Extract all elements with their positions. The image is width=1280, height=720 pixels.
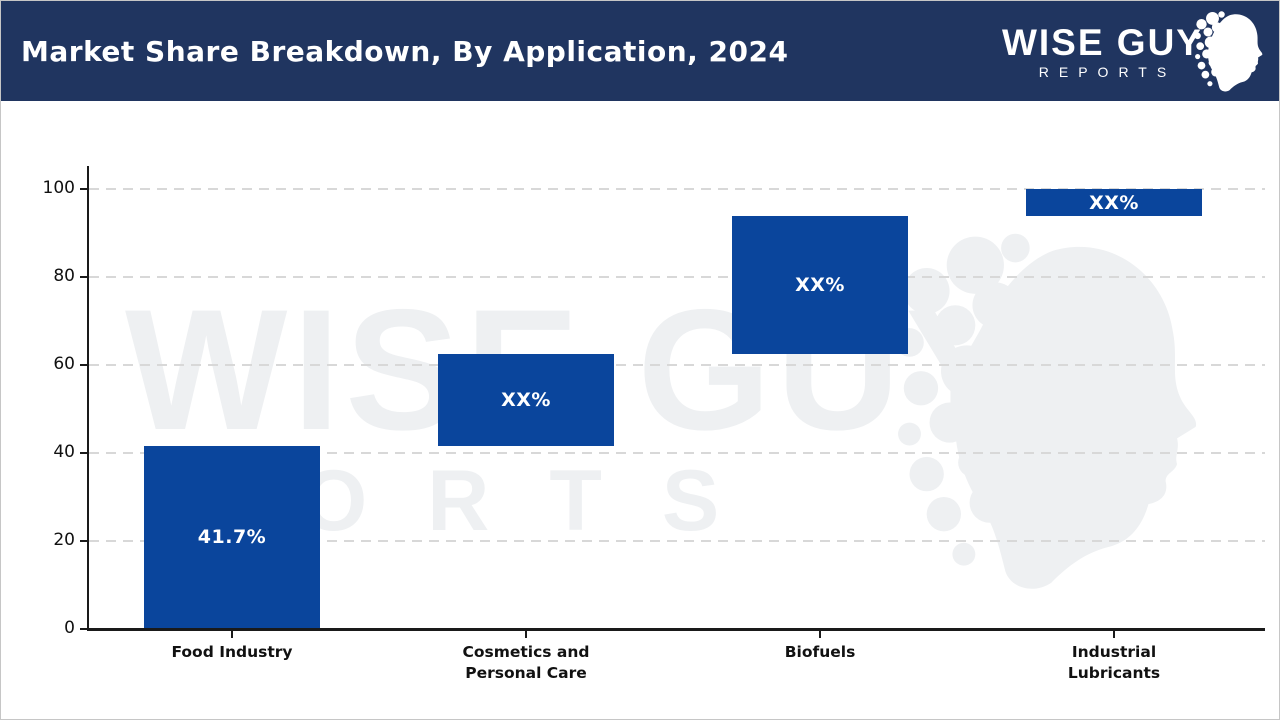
chart-title: Market Share Breakdown, By Application, … (21, 34, 789, 68)
x-axis-line (87, 628, 1265, 631)
y-tick-label: 0 (64, 618, 75, 638)
y-grid-line (89, 188, 1265, 190)
y-tick-label: 100 (42, 178, 75, 198)
y-tick-label: 40 (53, 442, 75, 462)
y-tick-mark (80, 452, 88, 454)
y-axis-line (87, 166, 89, 631)
bar-segment: 41.7% (144, 445, 320, 629)
y-tick-label: 80 (53, 266, 75, 286)
bar-value-label: XX% (795, 274, 845, 297)
bar-value-label: 41.7% (197, 526, 267, 549)
y-grid-line (89, 276, 1265, 278)
x-category-label: Food Industry (171, 643, 293, 661)
brand-logo-text: WISE GUY REPORTS (1002, 24, 1203, 80)
bar-segment: XX% (438, 354, 614, 446)
y-grid-line (89, 540, 1265, 542)
y-tick-mark (80, 276, 88, 278)
brand-name: WISE GUY (1001, 22, 1203, 63)
dotted-head-icon (1194, 11, 1263, 92)
y-tick-mark (80, 540, 88, 542)
x-category-label: Cosmetics and Personal Care (462, 643, 590, 682)
x-category-label: Industrial Lubricants (1067, 643, 1161, 682)
y-tick-mark (80, 364, 88, 366)
brand-logo: WISE GUY REPORTS (1002, 7, 1267, 97)
y-tick-mark (80, 188, 88, 190)
brand-subname: REPORTS (1038, 64, 1177, 80)
bar-segment: XX% (732, 216, 908, 354)
x-tick-mark (231, 631, 233, 638)
y-tick-label: 20 (53, 530, 75, 550)
bar-value-label: XX% (1089, 191, 1139, 214)
x-category-label: Biofuels (784, 643, 856, 661)
x-tick-mark (819, 631, 821, 638)
x-tick-mark (525, 631, 527, 638)
y-grid-line (89, 364, 1265, 366)
header-band: Market Share Breakdown, By Application, … (1, 1, 1279, 101)
bar-segment: XX% (1026, 189, 1202, 217)
y-grid-line (89, 452, 1265, 454)
y-tick-mark (80, 628, 88, 630)
plot-area: 41.7% XX% XX% XX% (89, 171, 1265, 629)
y-tick-label: 60 (53, 354, 75, 374)
x-tick-mark (1113, 631, 1115, 638)
bar-value-label: XX% (501, 388, 551, 411)
